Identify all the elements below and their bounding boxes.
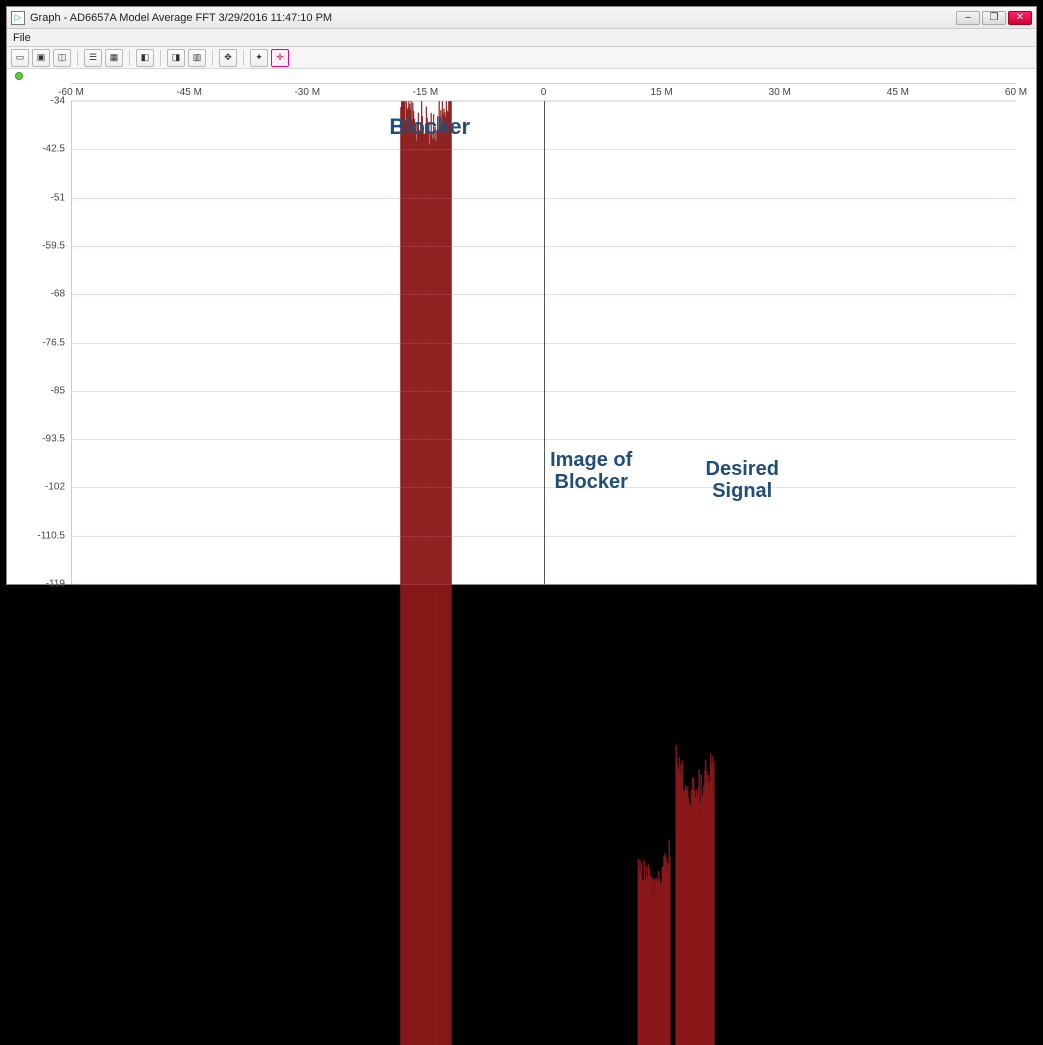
tool-7[interactable]: ◨: [167, 49, 185, 67]
menu-file[interactable]: File: [13, 32, 31, 44]
y-tick: -68: [51, 289, 65, 300]
tool-5[interactable]: ▦: [105, 49, 123, 67]
x-tick: -30 M: [294, 87, 320, 98]
window-title: Graph - AD6657A Model Average FFT 3/29/2…: [30, 12, 956, 24]
chart-area[interactable]: BlockerImage ofBlockerDesiredSignal: [71, 101, 1016, 584]
status-row: [7, 69, 1036, 83]
tool-10[interactable]: ✦: [250, 49, 268, 67]
app-window: ▷ Graph - AD6657A Model Average FFT 3/29…: [6, 6, 1037, 585]
tool-6[interactable]: ◧: [136, 49, 154, 67]
y-tick: -110.5: [37, 530, 65, 541]
y-tick: -76.5: [42, 337, 65, 348]
x-axis: -60 M-45 M-30 M-15 M015 M30 M45 M60 M: [71, 83, 1016, 101]
peak-blocker: [401, 101, 451, 1045]
plot: -60 M-45 M-30 M-15 M015 M30 M45 M60 M -3…: [17, 83, 1026, 584]
x-tick: 30 M: [769, 87, 791, 98]
y-tick: -51: [51, 192, 65, 203]
y-tick: -102: [45, 482, 65, 493]
grid-line: [72, 584, 1016, 585]
toolbar: ▭▣◫ ☰▦ ◧ ◨▥ ✥ ✦✛: [7, 47, 1036, 69]
x-tick: 60 M: [1005, 87, 1027, 98]
peak-image_of_blocker: [638, 840, 669, 1045]
x-tick: -15 M: [413, 87, 439, 98]
y-tick: -119: [46, 579, 65, 590]
menu-bar: File: [7, 29, 1036, 47]
center-line: [544, 101, 545, 584]
toolbar-separator: [243, 50, 244, 66]
close-button[interactable]: ✕: [1008, 11, 1032, 25]
y-tick: -34: [51, 96, 65, 107]
tool-11[interactable]: ✛: [271, 49, 289, 67]
toolbar-separator: [77, 50, 78, 66]
tool-4[interactable]: ☰: [84, 49, 102, 67]
maximize-button[interactable]: ❐: [982, 11, 1006, 25]
app-icon: ▷: [11, 11, 25, 25]
status-indicator-icon: [15, 72, 23, 80]
y-tick: -85: [51, 385, 65, 396]
y-tick: -42.5: [42, 144, 65, 155]
window-controls: – ❐ ✕: [956, 11, 1032, 25]
title-bar: ▷ Graph - AD6657A Model Average FFT 3/29…: [7, 7, 1036, 29]
peak-desired_signal: [676, 745, 714, 1045]
toolbar-separator: [160, 50, 161, 66]
tool-8[interactable]: ▥: [188, 49, 206, 67]
tool-3[interactable]: ◫: [53, 49, 71, 67]
tool-2[interactable]: ▣: [32, 49, 50, 67]
plot-container: -60 M-45 M-30 M-15 M015 M30 M45 M60 M -3…: [7, 83, 1036, 584]
tool-1[interactable]: ▭: [11, 49, 29, 67]
y-axis: -34-42.5-51-59.5-68-76.5-85-93.5-102-110…: [17, 101, 71, 584]
y-tick: -59.5: [42, 240, 65, 251]
minimize-button[interactable]: –: [956, 11, 980, 25]
x-tick: -45 M: [176, 87, 202, 98]
tool-9[interactable]: ✥: [219, 49, 237, 67]
x-tick: 0: [541, 87, 547, 98]
toolbar-separator: [129, 50, 130, 66]
y-tick: -93.5: [42, 434, 65, 445]
toolbar-separator: [212, 50, 213, 66]
x-tick: 45 M: [887, 87, 909, 98]
x-tick: 15 M: [651, 87, 673, 98]
